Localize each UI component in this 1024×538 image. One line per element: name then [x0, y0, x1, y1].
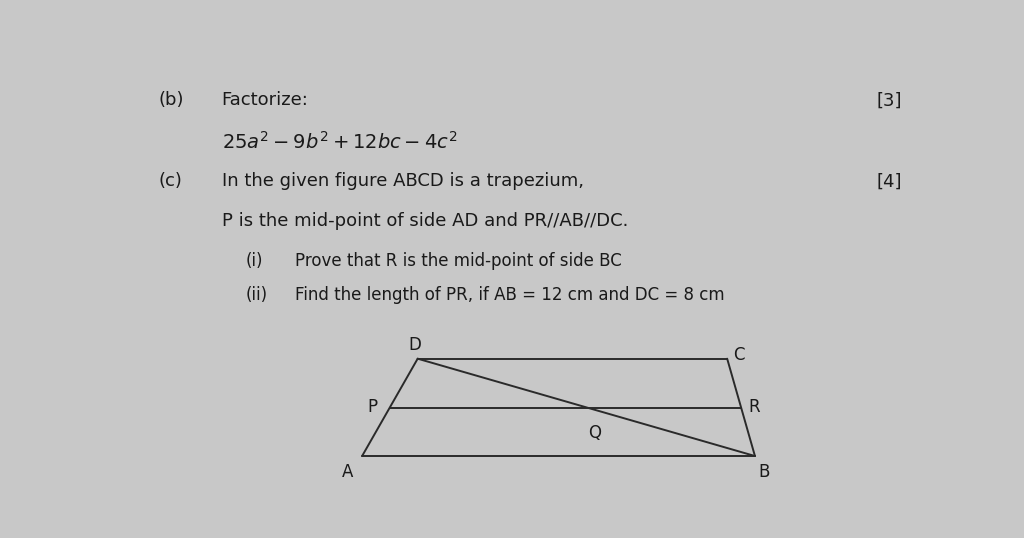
Text: (i): (i) [246, 252, 263, 270]
Text: A: A [342, 463, 353, 481]
Text: $25a^2 - 9b^2 + 12bc - 4c^2$: $25a^2 - 9b^2 + 12bc - 4c^2$ [221, 131, 457, 153]
Text: R: R [749, 398, 760, 416]
Text: (b): (b) [158, 91, 183, 110]
Text: Factorize:: Factorize: [221, 91, 308, 110]
Text: (c): (c) [158, 172, 182, 190]
Text: D: D [409, 336, 422, 355]
Text: B: B [759, 463, 770, 481]
Text: Find the length of PR, if AB = 12 cm and DC = 8 cm: Find the length of PR, if AB = 12 cm and… [295, 286, 724, 304]
Text: C: C [733, 345, 744, 364]
Text: P is the mid-point of side AD and PR//AB//DC.: P is the mid-point of side AD and PR//AB… [221, 211, 628, 230]
Text: Q: Q [588, 424, 601, 442]
Text: (ii): (ii) [246, 286, 267, 304]
Text: P: P [368, 398, 378, 416]
Text: In the given figure ABCD is a trapezium,: In the given figure ABCD is a trapezium, [221, 172, 584, 190]
Text: [4]: [4] [877, 172, 902, 190]
Text: [3]: [3] [877, 91, 902, 110]
Text: Prove that R is the mid-point of side BC: Prove that R is the mid-point of side BC [295, 252, 622, 270]
